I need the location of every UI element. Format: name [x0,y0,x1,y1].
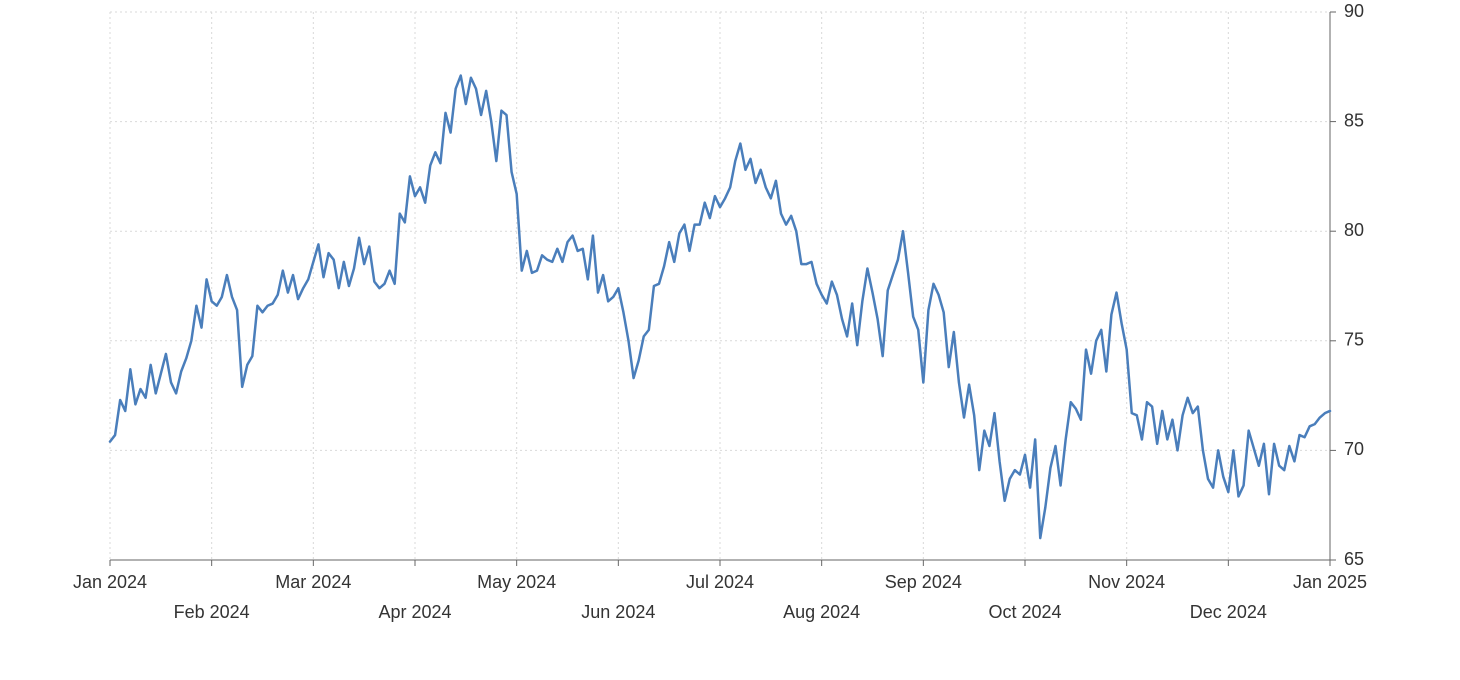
x-tick-label: Dec 2024 [1190,602,1267,622]
y-tick-label: 90 [1344,1,1364,21]
x-tick-label: Sep 2024 [885,572,962,592]
x-tick-label: Jan 2025 [1293,572,1367,592]
x-tick-label: Apr 2024 [378,602,451,622]
x-tick-label: Jul 2024 [686,572,754,592]
line-chart: 65 70 75 80 85 90 Jan 2024 Feb 2024 Mar 2024 Apr … [0,0,1460,680]
y-tick-label: 80 [1344,220,1364,240]
y-tick-label: 70 [1344,439,1364,459]
x-tick-label: Oct 2024 [988,602,1061,622]
x-tick-label: Aug 2024 [783,602,860,622]
x-tick-label: May 2024 [477,572,556,592]
x-tick-label: Jun 2024 [581,602,655,622]
x-tick-label: Feb 2024 [174,602,250,622]
y-tick-label: 75 [1344,330,1364,350]
x-tick-label: Jan 2024 [73,572,147,592]
x-tick-label: Nov 2024 [1088,572,1165,592]
y-tick-label: 65 [1344,549,1364,569]
y-tick-label: 85 [1344,110,1364,130]
chart-svg: 65 70 75 80 85 90 Jan 2024 Feb 2024 Mar 2024 Apr … [0,0,1460,680]
x-tick-label: Mar 2024 [275,572,351,592]
